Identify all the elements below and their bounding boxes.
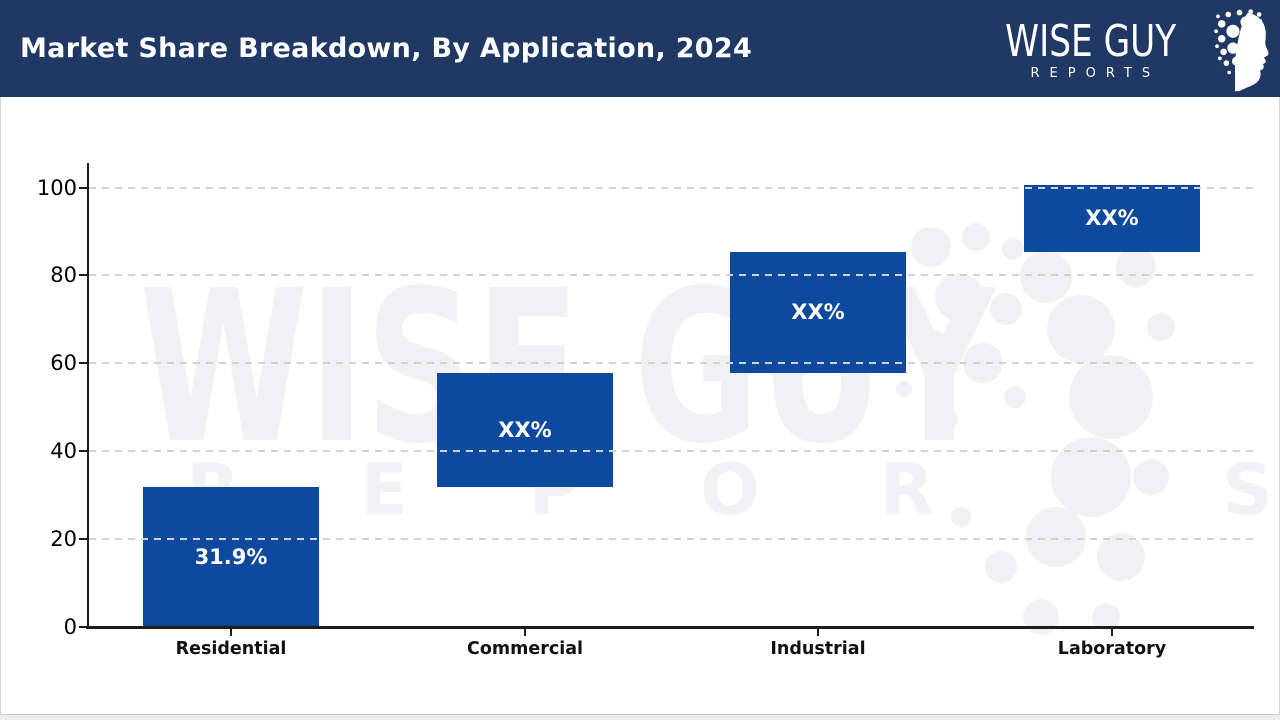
bar-residential [143,486,319,627]
x-axis-category-label: Commercial [466,639,583,659]
bar-value-label: 31.9% [194,544,268,569]
y-axis-tick-mark [79,626,87,628]
x-axis-category-label: Industrial [770,639,866,659]
y-axis-line [87,163,89,629]
y-axis-tick-label: 100 [36,175,77,200]
y-axis-tick-label: 20 [50,527,77,552]
chart-area: WISE GUY R E P O R T S 0 20 40 60 80 100 31.9%… [0,97,1280,715]
header: Market Share Breakdown, By Application, … [0,0,1280,97]
logo-face-icon [1214,9,1269,92]
bar-value-label: XX% [1085,206,1139,231]
logo-wordmark: WISE GUY [1004,15,1176,67]
x-axis-tick-mark [1111,628,1113,636]
bar-commercial [437,372,613,487]
bar-laboratory [1024,185,1200,252]
y-axis-tick-mark [79,274,87,277]
x-axis-tick-mark [817,628,819,636]
gridline-80 [89,274,1254,277]
bar-industrial [730,251,906,373]
plot: 0 20 40 60 80 100 31.9% Residential XX% Commercia… [1,97,1279,714]
gridline-40 [89,450,1254,453]
y-axis-tick-mark [79,538,87,541]
y-axis-tick-label: 80 [50,263,77,288]
gridline-100 [89,186,1254,189]
y-axis-tick-label: 60 [50,351,77,376]
wiseguy-logo: WISE GUY REPORTS [981,6,1270,94]
logo-text: WISE GUY REPORTS [981,15,1200,82]
x-axis-tick-mark [524,628,526,636]
bar-value-label: XX% [498,417,552,442]
bar-value-label: XX% [791,300,845,325]
y-axis-tick-mark [79,450,87,453]
x-axis-line [86,626,1254,629]
x-axis-category-label: Laboratory [1057,639,1167,659]
x-axis-category-label: Residential [175,639,287,659]
logo-subtext: REPORTS [1030,66,1161,82]
y-axis-tick-mark [79,362,87,365]
y-axis-tick-label: 40 [50,439,77,464]
page-title: Market Share Breakdown, By Application, … [20,33,753,64]
gridline-60 [89,362,1254,365]
x-axis-tick-mark [230,628,232,636]
y-axis-tick-label: 0 [63,615,77,639]
y-axis-tick-mark [79,186,87,189]
gridline-20 [89,538,1254,541]
